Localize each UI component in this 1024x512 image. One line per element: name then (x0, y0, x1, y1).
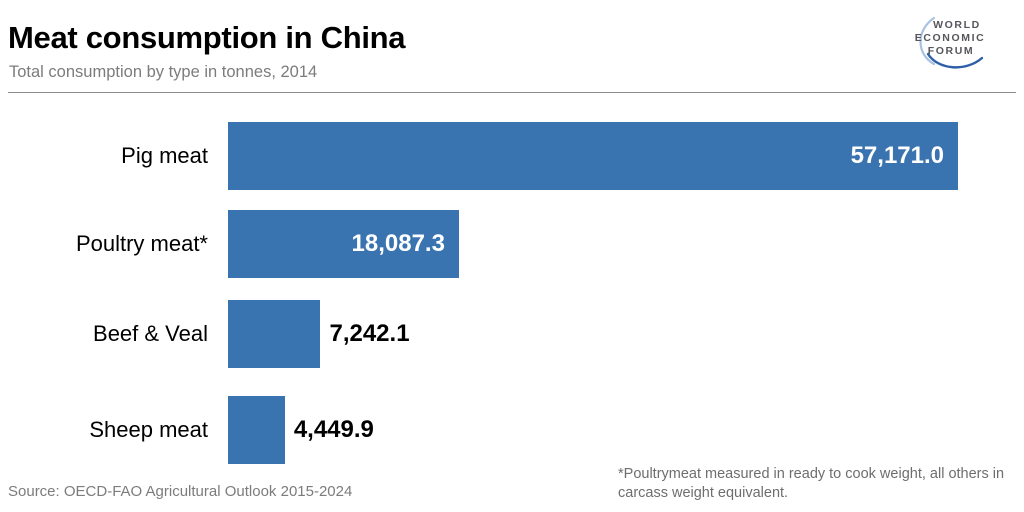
footnote-text: *Poultrymeat measured in ready to cook w… (618, 466, 1005, 501)
bar-pig-meat[interactable]: 57,171.0 (228, 122, 958, 190)
bar-beef-and-veal[interactable] (228, 300, 321, 368)
chart-header: Meat consumption in China Total consumpt… (0, 0, 1024, 93)
bar-value-label: 4,449.9 (293, 416, 374, 443)
bar-poultry-meat[interactable]: 18,087.3 (228, 210, 459, 278)
bar-category-label: Pig meat (121, 143, 208, 168)
bar-container: 18,087.3 (228, 210, 459, 278)
bar-category-label: Beef & Veal (93, 321, 208, 346)
wef-arc-icon (919, 16, 984, 69)
bar-container: 7,242.1 (228, 300, 410, 368)
table-row: Pig meat 57,171.0 (0, 122, 1024, 190)
bar-container: 57,171.0 (228, 122, 958, 190)
bar-container: 4,449.9 (228, 396, 374, 464)
bar-value-label: 57,171.0 (850, 142, 944, 169)
bar-sheep-meat[interactable] (228, 396, 285, 464)
table-row: Beef & Veal 7,242.1 (0, 300, 1024, 368)
bar-value-label: 18,087.3 (351, 230, 445, 257)
world-economic-forum-logo: WORLD ECONOMIC FORUM (890, 14, 1008, 76)
table-row: Poultry meat* 18,087.3 (0, 210, 1024, 278)
page-subtitle: Total consumption by type in tonnes, 201… (9, 63, 318, 81)
bar-value-label: 7,242.1 (329, 320, 410, 347)
bar-category-label: Sheep meat (89, 417, 208, 442)
table-row: Sheep meat 4,449.9 (0, 396, 1024, 464)
bar-chart: Pig meat 57,171.0 Poultry meat* 18,087.3… (0, 93, 1024, 464)
chart-footer: Source: OECD-FAO Agricultural Outlook 20… (0, 462, 1024, 512)
bar-category-label: Poultry meat* (75, 231, 208, 256)
page-title: Meat consumption in China (8, 20, 406, 55)
header-divider (8, 92, 1016, 93)
source-text: Source: OECD-FAO Agricultural Outlook 20… (8, 483, 353, 500)
